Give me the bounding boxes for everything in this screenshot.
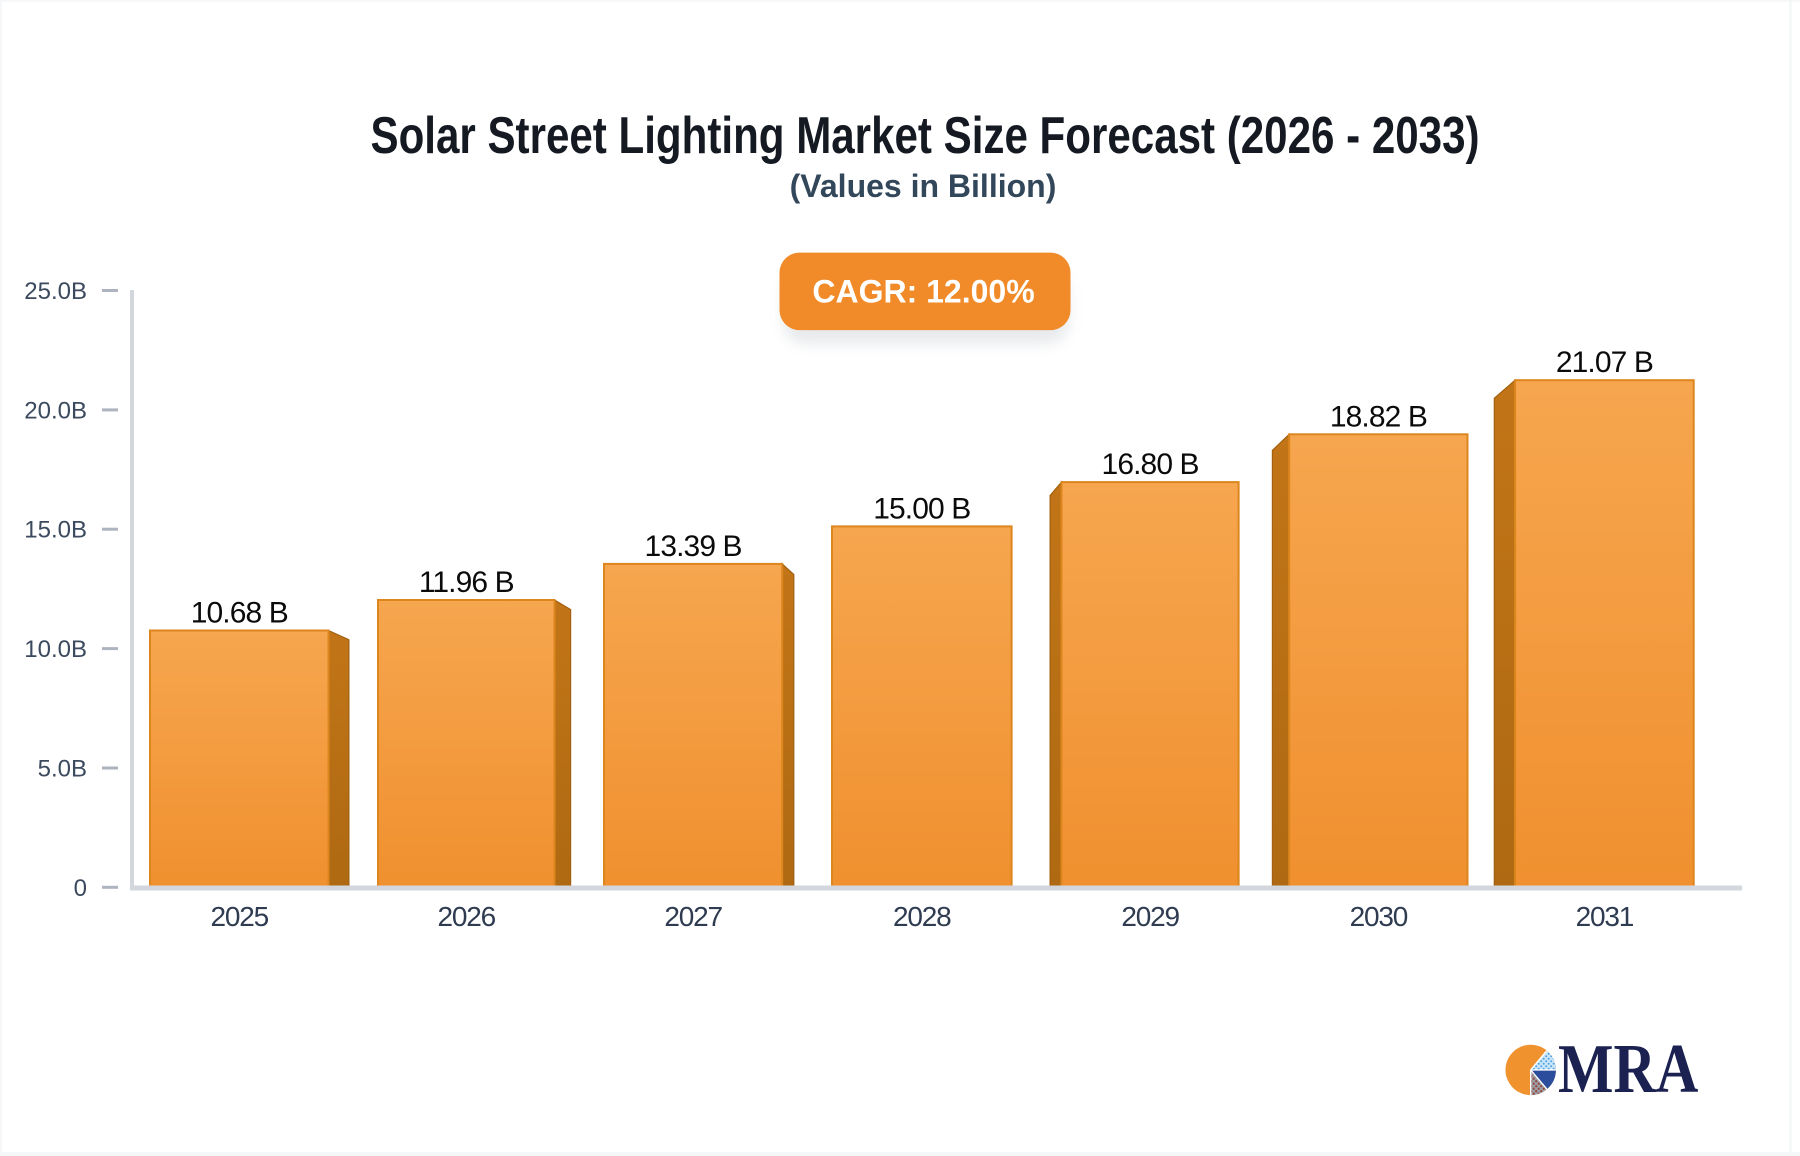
svg-text:25.0B: 25.0B bbox=[24, 278, 87, 305]
svg-text:15.00 B: 15.00 B bbox=[873, 492, 970, 525]
svg-text:0: 0 bbox=[74, 875, 87, 902]
svg-text:2030: 2030 bbox=[1350, 901, 1408, 932]
svg-text:CAGR: 12.00%: CAGR: 12.00% bbox=[812, 274, 1034, 310]
svg-text:Solar Street Lighting Market S: Solar Street Lighting Market Size Foreca… bbox=[370, 107, 1479, 165]
svg-text:16.80 B: 16.80 B bbox=[1102, 448, 1199, 481]
svg-text:2026: 2026 bbox=[438, 901, 496, 932]
svg-text:2029: 2029 bbox=[1121, 901, 1179, 932]
svg-text:10.68 B: 10.68 B bbox=[191, 597, 288, 630]
svg-text:5.0B: 5.0B bbox=[38, 756, 87, 783]
svg-text:2031: 2031 bbox=[1576, 901, 1634, 932]
svg-text:18.82 B: 18.82 B bbox=[1330, 400, 1427, 433]
svg-text:13.39 B: 13.39 B bbox=[645, 530, 742, 563]
svg-text:2025: 2025 bbox=[211, 901, 269, 932]
svg-text:(Values in Billion): (Values in Billion) bbox=[790, 168, 1057, 204]
svg-text:20.0B: 20.0B bbox=[24, 397, 87, 424]
svg-text:MRA: MRA bbox=[1558, 1029, 1699, 1107]
svg-text:10.0B: 10.0B bbox=[24, 636, 87, 663]
svg-text:21.07 B: 21.07 B bbox=[1556, 346, 1653, 379]
svg-text:2028: 2028 bbox=[893, 901, 951, 932]
svg-text:15.0B: 15.0B bbox=[24, 517, 87, 544]
svg-text:11.96 B: 11.96 B bbox=[419, 566, 514, 599]
svg-text:2027: 2027 bbox=[664, 901, 722, 932]
